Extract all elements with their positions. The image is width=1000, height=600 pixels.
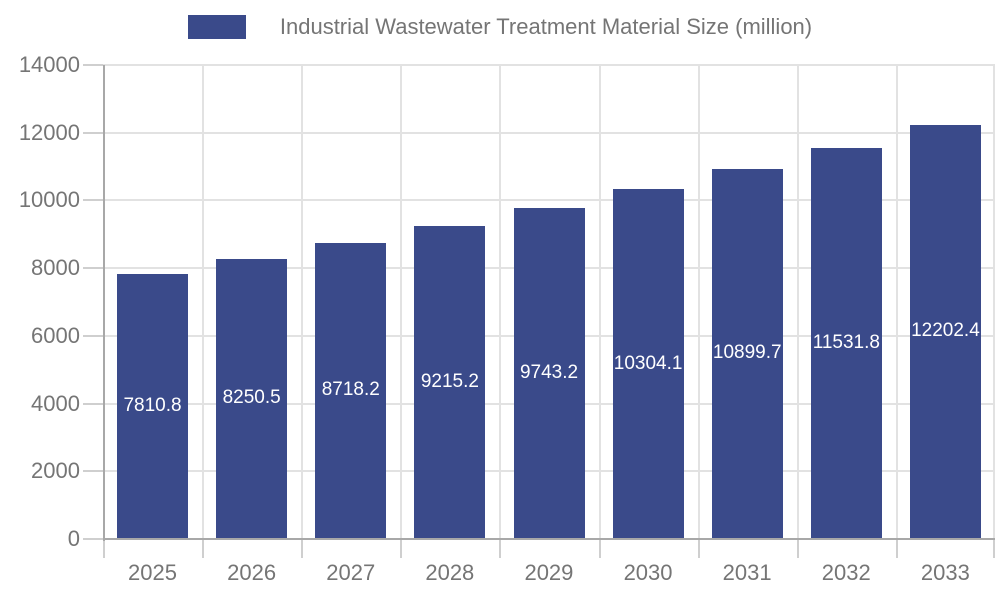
- legend-swatch: [187, 15, 246, 39]
- x-axis-label-2030: 2030: [623, 560, 673, 585]
- x-tick-7: [796, 540, 799, 558]
- y-axis-label-0: 0: [67, 526, 80, 551]
- x-tick-1: [202, 540, 205, 558]
- y-axis-label-2000: 2000: [31, 458, 80, 484]
- v-gridline-8: [895, 65, 898, 539]
- y-tick-14000: [83, 64, 103, 66]
- y-axis-label-10000: 10000: [18, 187, 80, 213]
- y-axis-line: [103, 65, 105, 541]
- y-tick-12000: [83, 131, 103, 134]
- bar-value-label: 8718.2: [321, 379, 380, 401]
- y-axis-label-12000: 12000: [18, 119, 80, 145]
- bar-value-label: 10899.7: [712, 342, 782, 364]
- x-tick-3: [400, 540, 403, 558]
- x-axis-label-2027: 2027: [326, 560, 376, 585]
- v-gridline-5: [598, 65, 601, 539]
- y-axis-label-6000: 6000: [31, 322, 80, 348]
- x-tick-2: [301, 540, 304, 558]
- plot-area: 7810.8 8250.5 8718.2 9215.2 9743.2 10304.1 108…: [103, 64, 995, 539]
- bar-2031[interactable]: 10899.7: [711, 168, 783, 538]
- v-gridline-9: [993, 65, 995, 539]
- h-gridline-10000: [103, 199, 995, 202]
- h-gridline-14000: [103, 64, 995, 66]
- bar-2025[interactable]: 7810.8: [117, 273, 189, 538]
- x-tick-4: [499, 540, 502, 558]
- v-gridline-4: [499, 65, 502, 539]
- bar-value-label: 10304.1: [613, 352, 683, 374]
- bar-2027[interactable]: 8718.2: [315, 242, 387, 538]
- bar-value-label: 9743.2: [519, 362, 579, 384]
- y-axis-label-4000: 4000: [31, 390, 80, 416]
- bar-value-label: 12202.4: [911, 320, 980, 342]
- x-axis-label-2032: 2032: [821, 560, 871, 585]
- bar-2030[interactable]: 10304.1: [612, 189, 684, 538]
- bar-2033[interactable]: 12202.4: [909, 124, 981, 538]
- x-tick-9: [993, 540, 995, 558]
- y-tick-0: [83, 538, 103, 540]
- v-gridline-3: [400, 65, 403, 539]
- x-axis-label-2029: 2029: [524, 560, 574, 585]
- v-gridline-2: [301, 65, 304, 539]
- bar-2029[interactable]: 9743.2: [513, 208, 585, 538]
- x-axis-line: [103, 538, 995, 540]
- x-tick-6: [697, 540, 700, 558]
- x-tick-0: [103, 540, 105, 558]
- x-axis-label-2031: 2031: [722, 560, 772, 585]
- bar-2026[interactable]: 8250.5: [216, 258, 288, 538]
- y-axis-label-14000: 14000: [18, 52, 80, 77]
- x-axis-label-2025: 2025: [128, 560, 177, 585]
- x-tick-5: [598, 540, 601, 558]
- bar-value-label: 7810.8: [123, 394, 182, 416]
- y-tick-6000: [83, 334, 103, 337]
- y-tick-4000: [83, 402, 103, 405]
- x-axis-label-2033: 2033: [920, 560, 970, 585]
- v-gridline-6: [697, 65, 700, 539]
- bar-value-label: 11531.8: [812, 331, 880, 353]
- bar-value-label: 8250.5: [222, 387, 281, 409]
- bar-2032[interactable]: 11531.8: [810, 147, 882, 538]
- bar-2028[interactable]: 9215.2: [414, 226, 486, 538]
- v-gridline-7: [796, 65, 799, 539]
- y-tick-10000: [83, 199, 103, 202]
- x-tick-8: [895, 540, 898, 558]
- v-gridline-1: [202, 65, 205, 539]
- legend-label: Industrial Wastewater Treatment Material…: [279, 14, 813, 39]
- bar-value-label: 9215.2: [420, 371, 479, 392]
- y-axis-label-8000: 8000: [31, 255, 80, 281]
- h-gridline-12000: [103, 131, 995, 134]
- x-axis-label-2028: 2028: [425, 560, 475, 585]
- y-tick-2000: [83, 470, 103, 473]
- y-tick-8000: [83, 267, 103, 270]
- x-axis-label-2026: 2026: [227, 560, 277, 585]
- legend-item[interactable]: Industrial Wastewater Treatment Material…: [0, 14, 1000, 40]
